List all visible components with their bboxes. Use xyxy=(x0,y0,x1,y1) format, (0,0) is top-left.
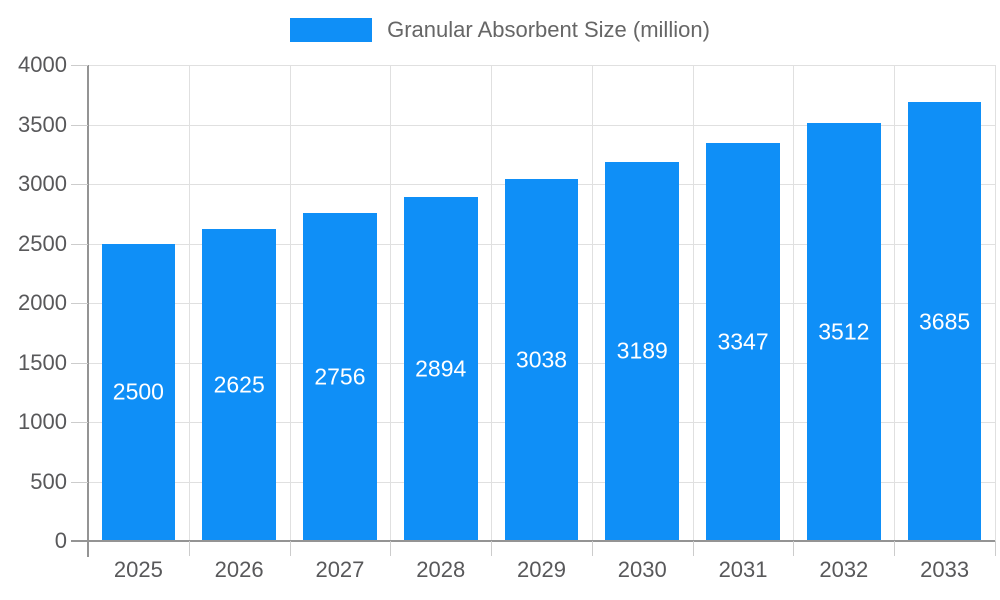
legend-label: Granular Absorbent Size (million) xyxy=(387,17,710,42)
bar[interactable]: 3685 xyxy=(907,102,982,541)
bar-value-label: 2625 xyxy=(213,371,265,398)
gridline-horizontal xyxy=(88,124,995,126)
bar[interactable]: 3189 xyxy=(605,161,680,541)
x-axis-tick-label: 2033 xyxy=(920,557,970,582)
y-axis-tick-label: 2500 xyxy=(18,230,67,256)
x-axis-tick-label: 2030 xyxy=(617,557,667,582)
y-axis-tick-label: 4000 xyxy=(18,52,67,77)
legend-item[interactable]: Granular Absorbent Size (million) xyxy=(0,17,1000,43)
y-axis-tick xyxy=(71,184,88,185)
bar[interactable]: 2894 xyxy=(403,196,478,541)
gridline-vertical xyxy=(289,65,291,541)
legend-swatch xyxy=(290,18,373,42)
plot-area: 2500 2625 2756 2894 3038 3189 3347 3512 3685 xyxy=(88,65,996,541)
bar-value-label: 2894 xyxy=(415,355,467,382)
bar-value-label: 2756 xyxy=(314,363,366,390)
x-axis-tick xyxy=(289,541,291,556)
x-axis-tick xyxy=(390,541,392,556)
bar[interactable]: 3512 xyxy=(807,123,881,541)
y-axis-tick-label: 3000 xyxy=(18,171,67,196)
y-axis-tick xyxy=(71,243,88,245)
bar-value-label: 3189 xyxy=(616,337,668,364)
x-axis-tick xyxy=(995,541,996,556)
x-axis-tick xyxy=(591,541,593,556)
y-axis-tick xyxy=(71,124,88,126)
bar[interactable]: 2500 xyxy=(101,243,176,541)
bar[interactable]: 3347 xyxy=(706,142,780,541)
y-axis-tick-label: 0 xyxy=(54,528,67,553)
y-axis-tick xyxy=(71,362,88,364)
y-axis-line xyxy=(87,65,89,557)
y-axis-tick xyxy=(71,65,88,66)
gridline-horizontal xyxy=(88,65,995,66)
y-axis-tick xyxy=(71,303,88,304)
x-axis-tick-label: 2029 xyxy=(517,557,566,582)
gridline-vertical xyxy=(491,65,493,541)
y-axis-tick-label: 1000 xyxy=(18,409,67,434)
gridline-vertical xyxy=(692,65,694,541)
x-axis-tick xyxy=(894,541,896,556)
x-axis-line xyxy=(71,540,995,542)
x-axis-tick-label: 2032 xyxy=(819,557,869,582)
x-axis-tick-label: 2026 xyxy=(214,557,264,582)
y-axis-tick-label: 1500 xyxy=(18,349,67,375)
x-axis-tick-label: 2031 xyxy=(718,557,768,582)
bar-value-label: 3685 xyxy=(919,308,971,335)
bar[interactable]: 2625 xyxy=(202,228,276,541)
bar[interactable]: 3038 xyxy=(504,179,579,541)
y-axis-tick xyxy=(71,481,88,483)
x-axis-tick-label: 2028 xyxy=(416,557,466,582)
x-axis-tick-label: 2025 xyxy=(113,557,163,582)
x-axis-tick xyxy=(188,541,190,556)
bar-value-label: 3347 xyxy=(717,328,769,355)
x-axis-tick xyxy=(491,541,493,556)
y-axis-tick-label: 500 xyxy=(30,468,67,494)
gridline-vertical xyxy=(188,65,190,541)
bar-value-label: 2500 xyxy=(112,378,164,405)
y-axis-tick-label: 2000 xyxy=(18,290,67,315)
gridline-vertical xyxy=(995,65,996,541)
bar-value-label: 3512 xyxy=(818,318,870,345)
y-axis-tick-label: 3500 xyxy=(18,111,67,137)
gridline-vertical xyxy=(591,65,593,541)
gridline-vertical xyxy=(793,65,795,541)
x-axis-tick xyxy=(692,541,694,556)
x-axis-tick-label: 2027 xyxy=(315,557,365,582)
bar[interactable]: 2756 xyxy=(303,213,377,541)
gridline-vertical xyxy=(390,65,392,541)
y-axis-tick xyxy=(71,422,88,423)
gridline-vertical xyxy=(894,65,896,541)
x-axis-tick xyxy=(793,541,795,556)
bar-value-label: 3038 xyxy=(515,346,568,373)
